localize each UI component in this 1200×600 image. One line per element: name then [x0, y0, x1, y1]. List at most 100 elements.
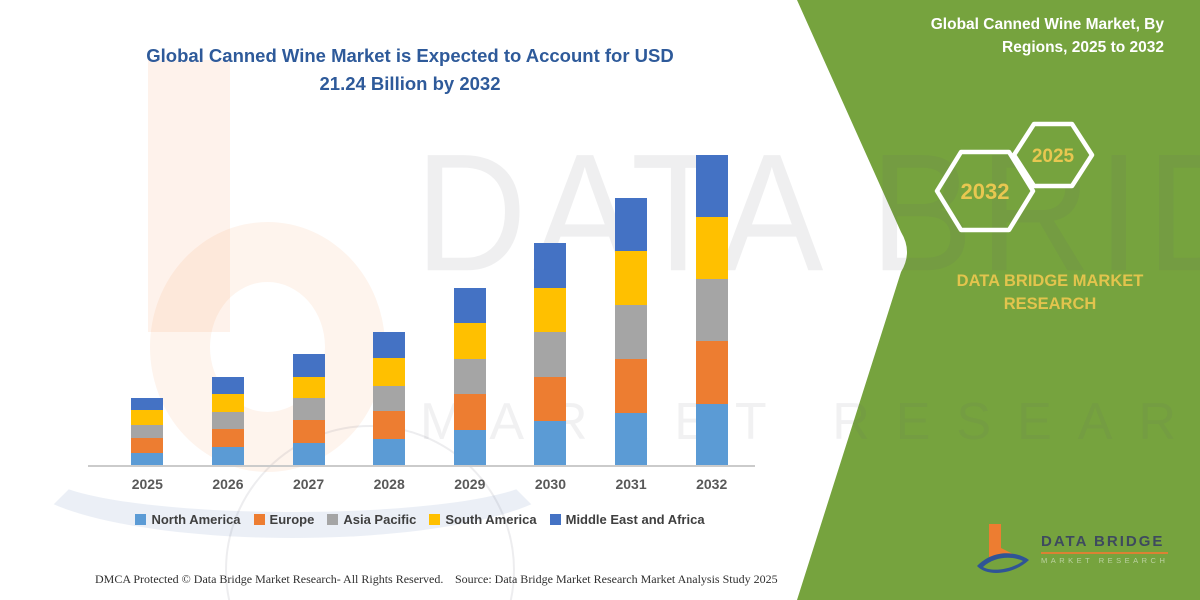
stacked-bar-2031: [615, 197, 648, 465]
panel-heading-line1: Global Canned Wine Market, By: [930, 16, 1164, 33]
segment-europe-2032: [695, 340, 728, 404]
segment-south-america-2026: [211, 394, 244, 412]
segment-europe-2029: [453, 394, 486, 430]
segment-south-america-2027: [292, 376, 325, 398]
stacked-bar-2032: [695, 155, 728, 465]
stacked-bar-chart: [107, 150, 752, 465]
x-axis-label-2031: 2031: [615, 476, 647, 492]
legend-swatch-europe: [253, 514, 265, 525]
segment-asia-pacific-2025: [131, 424, 164, 439]
segment-middle-east-and-africa-2028: [373, 331, 406, 358]
segment-south-america-2032: [695, 216, 728, 279]
legend-swatch-north-america: [135, 514, 147, 525]
stacked-bar-2028: [373, 331, 406, 465]
segment-middle-east-and-africa-2029: [453, 287, 486, 324]
segment-asia-pacific-2027: [292, 397, 325, 420]
source-note: Source: Data Bridge Market Research Mark…: [455, 572, 778, 586]
legend-item-south-america: South America: [429, 512, 537, 527]
company-logo-name: DATA BRIDGE: [1041, 533, 1165, 550]
company-logo-rule: [1041, 552, 1169, 554]
forecast-hexagons: 2032 2025: [934, 121, 1095, 233]
bar-slot-2031: [591, 150, 672, 465]
bar-slot-2027: [268, 150, 349, 465]
legend-swatch-south-america: [429, 514, 441, 525]
panel-heading-line2: Regions, 2025 to 2032: [1002, 39, 1164, 57]
dmca-notice: DMCA Protected © Data Bridge Market Rese…: [95, 572, 444, 586]
segment-middle-east-and-africa-2031: [615, 197, 648, 252]
hexagon-2025: [1011, 121, 1095, 189]
segment-europe-2030: [534, 376, 567, 422]
segment-middle-east-and-africa-2027: [292, 354, 325, 377]
x-axis-label-2027: 2027: [292, 476, 325, 492]
bar-slot-2028: [349, 150, 430, 465]
segment-middle-east-and-africa-2030: [534, 243, 567, 288]
bar-slot-2030: [510, 150, 591, 465]
legend-label-europe: Europe: [269, 512, 315, 527]
segment-middle-east-and-africa-2025: [131, 397, 164, 411]
segment-asia-pacific-2032: [695, 278, 728, 341]
segment-north-america-2028: [373, 438, 406, 465]
segment-north-america-2032: [695, 403, 728, 465]
hexagon-2032: [934, 149, 1036, 233]
chart-title-line1: Global Canned Wine Market is Expected to…: [146, 45, 674, 66]
segment-north-america-2025: [131, 452, 164, 465]
segment-asia-pacific-2028: [373, 385, 406, 412]
segment-middle-east-and-africa-2026: [211, 376, 244, 395]
stacked-bar-2026: [211, 376, 244, 465]
segment-north-america-2027: [292, 443, 325, 465]
hexagon-2025-label: 2025: [1032, 146, 1075, 167]
segment-south-america-2028: [373, 357, 406, 386]
bar-slot-2026: [188, 150, 269, 465]
segment-europe-2028: [373, 411, 406, 439]
company-logo-subtitle: MARKET RESEARCH: [1041, 556, 1169, 565]
segment-asia-pacific-2031: [615, 304, 648, 359]
chart-title-line2: 21.24 Billion by 2032: [319, 72, 501, 94]
x-axis-label-2029: 2029: [454, 476, 486, 492]
segment-europe-2026: [211, 429, 244, 447]
segment-south-america-2031: [615, 251, 648, 305]
legend-label-middle-east-and-africa: Middle East and Africa: [565, 512, 705, 527]
legend-swatch-middle-east-and-africa: [549, 514, 561, 525]
segment-asia-pacific-2030: [534, 332, 567, 377]
x-axis-line: [88, 465, 755, 467]
x-axis-label-2026: 2026: [212, 476, 244, 492]
brand-wordmark-line2: RESEARCH: [1003, 295, 1097, 314]
segment-europe-2031: [615, 358, 648, 413]
x-axis-label-2028: 2028: [373, 476, 405, 492]
segment-asia-pacific-2026: [211, 411, 244, 430]
stacked-bar-2030: [534, 243, 567, 465]
legend-item-europe: Europe: [253, 512, 315, 527]
legend-label-asia-pacific: Asia Pacific: [343, 512, 417, 527]
company-logo: DATA BRIDGE MARKET RESEARCH: [975, 522, 1190, 576]
company-logo-mark: [977, 524, 1029, 573]
x-axis-labels: 2025 2026 2027 2028 2029 2030 2031 2032: [107, 476, 752, 492]
legend-item-middle-east-and-africa: Middle East and Africa: [549, 512, 705, 527]
stacked-bar-2029: [453, 287, 486, 465]
brand-wordmark-line1: DATA BRIDGE MARKET: [956, 272, 1144, 290]
segment-middle-east-and-africa-2032: [695, 155, 728, 217]
segment-north-america-2030: [534, 421, 567, 465]
segment-south-america-2025: [131, 410, 164, 425]
legend-item-asia-pacific: Asia Pacific: [327, 512, 416, 527]
panel-heading: Global Canned Wine Market, By Regions, 2…: [834, 13, 1164, 60]
bar-slot-2025: [107, 150, 188, 465]
segment-north-america-2029: [453, 430, 486, 465]
segment-europe-2025: [131, 438, 164, 453]
segment-asia-pacific-2029: [453, 359, 486, 395]
brand-wordmark: DATA BRIDGE MARKET RESEARCH: [935, 270, 1165, 316]
company-logo-text: DATA BRIDGE MARKET RESEARCH: [1041, 533, 1169, 565]
stacked-bar-2025: [131, 397, 164, 465]
segment-north-america-2031: [615, 412, 648, 465]
segment-north-america-2026: [211, 446, 244, 465]
segment-south-america-2029: [453, 323, 486, 360]
bar-slot-2029: [430, 150, 511, 465]
legend-label-north-america: North America: [151, 512, 241, 527]
hexagon-2032-label: 2032: [961, 179, 1010, 204]
legend-label-south-america: South America: [445, 512, 537, 527]
chart-legend: North America Europe Asia Pacific South Ame…: [85, 512, 755, 527]
stacked-bar-2027: [292, 354, 325, 465]
x-axis-label-2025: 2025: [131, 476, 163, 492]
legend-item-north-america: North America: [135, 512, 241, 527]
x-axis-label-2030: 2030: [534, 476, 567, 492]
